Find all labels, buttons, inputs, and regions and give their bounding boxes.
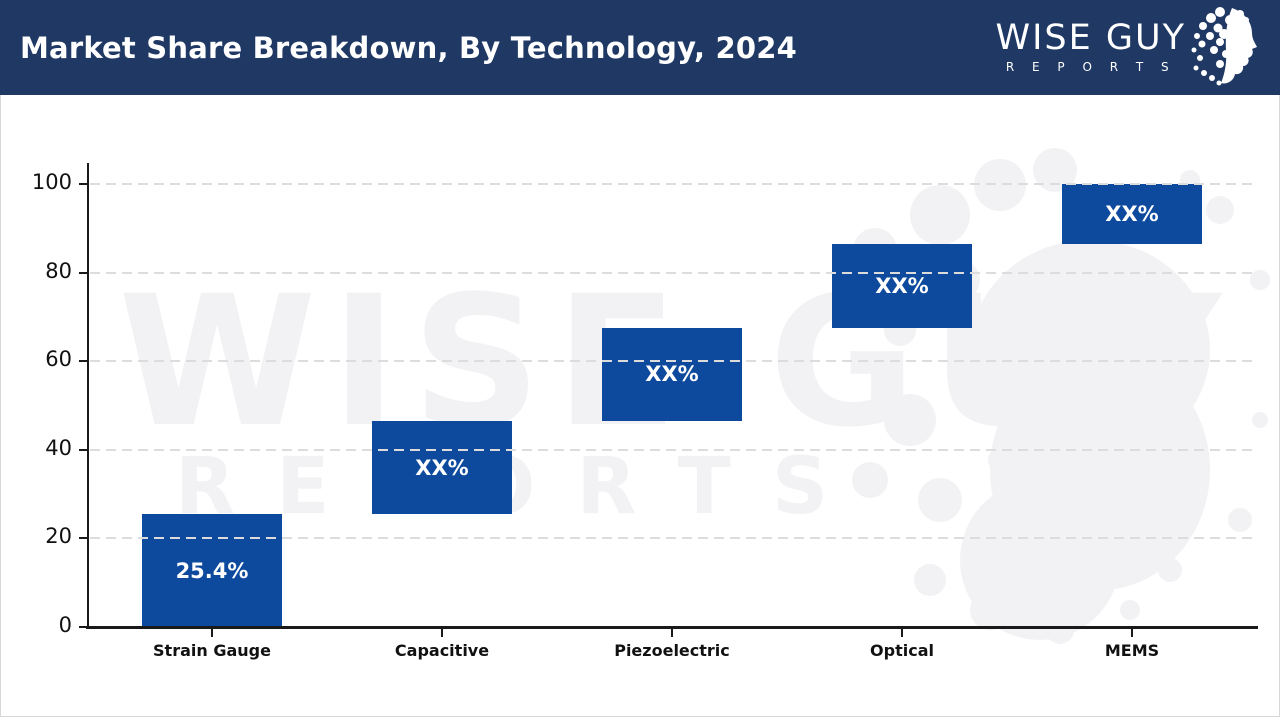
bar-value-label: XX% [415, 455, 469, 480]
chart-plot-area: WISE GUY R E P O R T S 25.4%XX%XX%XX%XX%… [0, 95, 1280, 720]
y-tick-mark [79, 537, 88, 540]
brand-head-icon [1191, 6, 1257, 85]
gridline-100 [90, 183, 1253, 185]
x-tick-label: Strain Gauge [153, 641, 271, 660]
y-tick-label: 80 [45, 258, 72, 283]
y-tick-label: 60 [45, 347, 72, 372]
y-tick-mark [79, 448, 88, 451]
bar-value-label: XX% [875, 273, 929, 298]
bar-optical: XX% [832, 243, 972, 328]
gridline-20 [90, 537, 1253, 540]
gridline-80 [90, 271, 1253, 274]
y-tick-mark [79, 360, 88, 363]
bar-piezoelectric: XX% [602, 327, 742, 421]
x-tick-label: MEMS [1104, 641, 1160, 660]
brand-tagline: R E P O R T S [1005, 60, 1176, 74]
x-tick-mark [1131, 629, 1133, 637]
x-tick-label: Piezoelectric [614, 641, 730, 660]
y-tick-label: 40 [45, 435, 72, 460]
x-tick-label: Optical [870, 641, 934, 660]
bar-value-label: 25.4% [175, 558, 249, 583]
y-tick-mark [79, 183, 88, 185]
bar-value-label: XX% [1105, 201, 1159, 226]
y-tick-label: 100 [31, 170, 72, 194]
gridline-40 [90, 448, 1253, 451]
y-axis-line [87, 163, 89, 629]
bar-capacitive: XX% [372, 421, 512, 515]
y-tick-mark [79, 626, 88, 628]
bar-strain-gauge: 25.4% [142, 514, 282, 627]
gridline-60 [90, 360, 1253, 363]
bar-value-label: XX% [645, 362, 699, 387]
page-title: Market Share Breakdown, By Technology, 2… [20, 30, 798, 65]
x-tick-mark [441, 629, 443, 637]
y-tick-label: 0 [58, 613, 72, 637]
header-bar: Market Share Breakdown, By Technology, 2… [0, 0, 1280, 95]
y-tick-label: 20 [45, 524, 72, 549]
y-tick-mark [79, 271, 88, 274]
x-tick-mark [901, 629, 903, 637]
x-tick-mark [671, 629, 673, 637]
x-axis-line [86, 626, 1258, 629]
x-tick-label: Capacitive [394, 641, 490, 660]
brand-logo-text: WISE GUY R E P O R T S [995, 18, 1186, 75]
brand-name: WISE GUY [995, 18, 1186, 58]
watermark-head-icon [843, 148, 1270, 644]
x-tick-mark [211, 629, 213, 637]
brand-logo: WISE GUY R E P O R T S [995, 5, 1262, 91]
bar-mems: XX% [1062, 184, 1202, 244]
